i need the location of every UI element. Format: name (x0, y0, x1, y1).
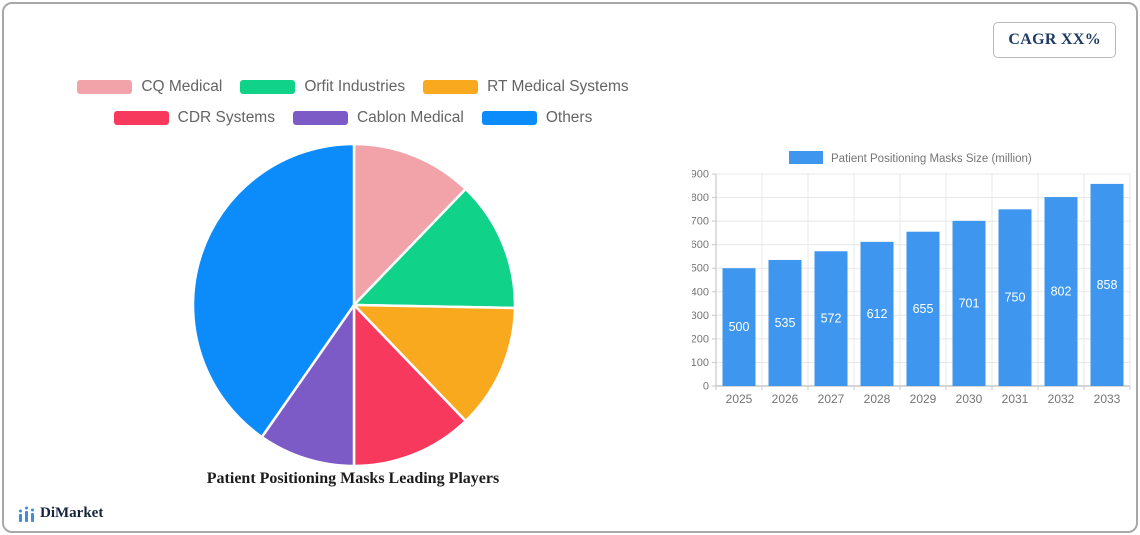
cagr-badge: CAGR XX% (993, 22, 1116, 58)
x-category-label: 2028 (864, 392, 891, 406)
bar-2027 (814, 251, 848, 386)
y-tick-label: 600 (692, 239, 709, 251)
bar-2031 (998, 209, 1032, 386)
x-category-label: 2030 (956, 392, 983, 406)
legend-item-others: Others (481, 109, 593, 127)
bar-value-label: 612 (867, 307, 888, 321)
legend-label: CQ Medical (141, 78, 223, 95)
pie-slice-cdr-systems (352, 303, 467, 468)
bar-legend-label: Patient Positioning Masks Size (million) (831, 153, 1032, 165)
bar-value-label: 750 (1005, 291, 1026, 305)
x-category-label: 2026 (772, 392, 799, 406)
y-tick-label: 900 (692, 169, 709, 181)
legend-swatch (113, 111, 169, 125)
bar-2026 (768, 259, 802, 386)
bar-legend-swatch (789, 151, 823, 164)
y-tick-label: 500 (692, 263, 709, 275)
pie-chart (191, 142, 517, 468)
pie-chart-title: Patient Positioning Masks Leading Player… (206, 470, 500, 487)
legend-label: Orfit Industries (304, 78, 406, 95)
pie-slice-others (191, 142, 356, 439)
pie-slice-cablon-medical (260, 303, 356, 468)
legend-swatch (240, 80, 296, 94)
y-tick-label: 200 (692, 333, 709, 345)
bar-2028 (860, 241, 894, 386)
pie-legend-row: CDR Systems Cablon Medical Others (113, 109, 593, 127)
cagr-label: CAGR XX% (1008, 31, 1101, 48)
bar-2029 (906, 231, 940, 386)
bar-2032 (1044, 197, 1078, 386)
bar-2030 (952, 220, 986, 386)
x-category-label: 2032 (1048, 392, 1075, 406)
bar-value-label: 655 (913, 302, 934, 316)
bar-chart-icon (19, 506, 34, 522)
legend-item-cablon-medical: Cablon Medical (292, 109, 464, 127)
legend-label: Cablon Medical (356, 109, 464, 126)
pie-legend: CQ Medical Orfit Industries RT Medical Sys… (22, 78, 684, 127)
legend-swatch (481, 111, 537, 125)
x-category-label: 2025 (726, 392, 753, 406)
bar-value-label: 802 (1051, 285, 1072, 299)
pie-legend-row: CQ Medical Orfit Industries RT Medical Sys… (77, 78, 629, 96)
x-category-label: 2027 (818, 392, 845, 406)
bar-value-label: 572 (821, 312, 842, 326)
legend-label: RT Medical Systems (487, 78, 629, 95)
x-category-label: 2029 (910, 392, 937, 406)
legend-item-cdr-systems: CDR Systems (113, 109, 275, 127)
y-tick-label: 300 (692, 310, 709, 322)
bar-2025 (722, 268, 756, 386)
y-tick-label: 400 (692, 286, 709, 298)
y-tick-label: 100 (692, 357, 709, 369)
pie-slice-rt-medical-systems (352, 303, 517, 423)
legend-swatch (292, 111, 348, 125)
x-category-label: 2031 (1002, 392, 1029, 406)
legend-label: CDR Systems (177, 109, 275, 126)
bar-value-label: 858 (1097, 278, 1118, 292)
brand-logo: DiMarket (18, 505, 103, 522)
legend-item-cq-medical: CQ Medical (77, 78, 222, 96)
pie-slice-orfit-industries (352, 187, 517, 310)
brand-name: DiMarket (40, 505, 104, 521)
legend-swatch (77, 80, 133, 94)
pie-slice-cq-medical (352, 142, 467, 307)
bar-chart: Patient Positioning Masks Size (million)… (692, 151, 1131, 406)
bar-2033 (1090, 183, 1124, 386)
legend-label: Others (545, 109, 593, 126)
bar-value-label: 701 (959, 296, 980, 310)
y-tick-label: 800 (692, 192, 709, 204)
y-tick-label: 0 (703, 381, 709, 393)
bar-value-label: 500 (729, 320, 750, 334)
y-tick-label: 700 (692, 216, 709, 228)
legend-swatch (423, 80, 479, 94)
legend-item-orfit-industries: Orfit Industries (240, 78, 405, 96)
legend-item-rt-medical-systems: RT Medical Systems (423, 78, 629, 96)
bar-value-label: 535 (775, 316, 796, 330)
x-category-label: 2033 (1094, 392, 1121, 406)
